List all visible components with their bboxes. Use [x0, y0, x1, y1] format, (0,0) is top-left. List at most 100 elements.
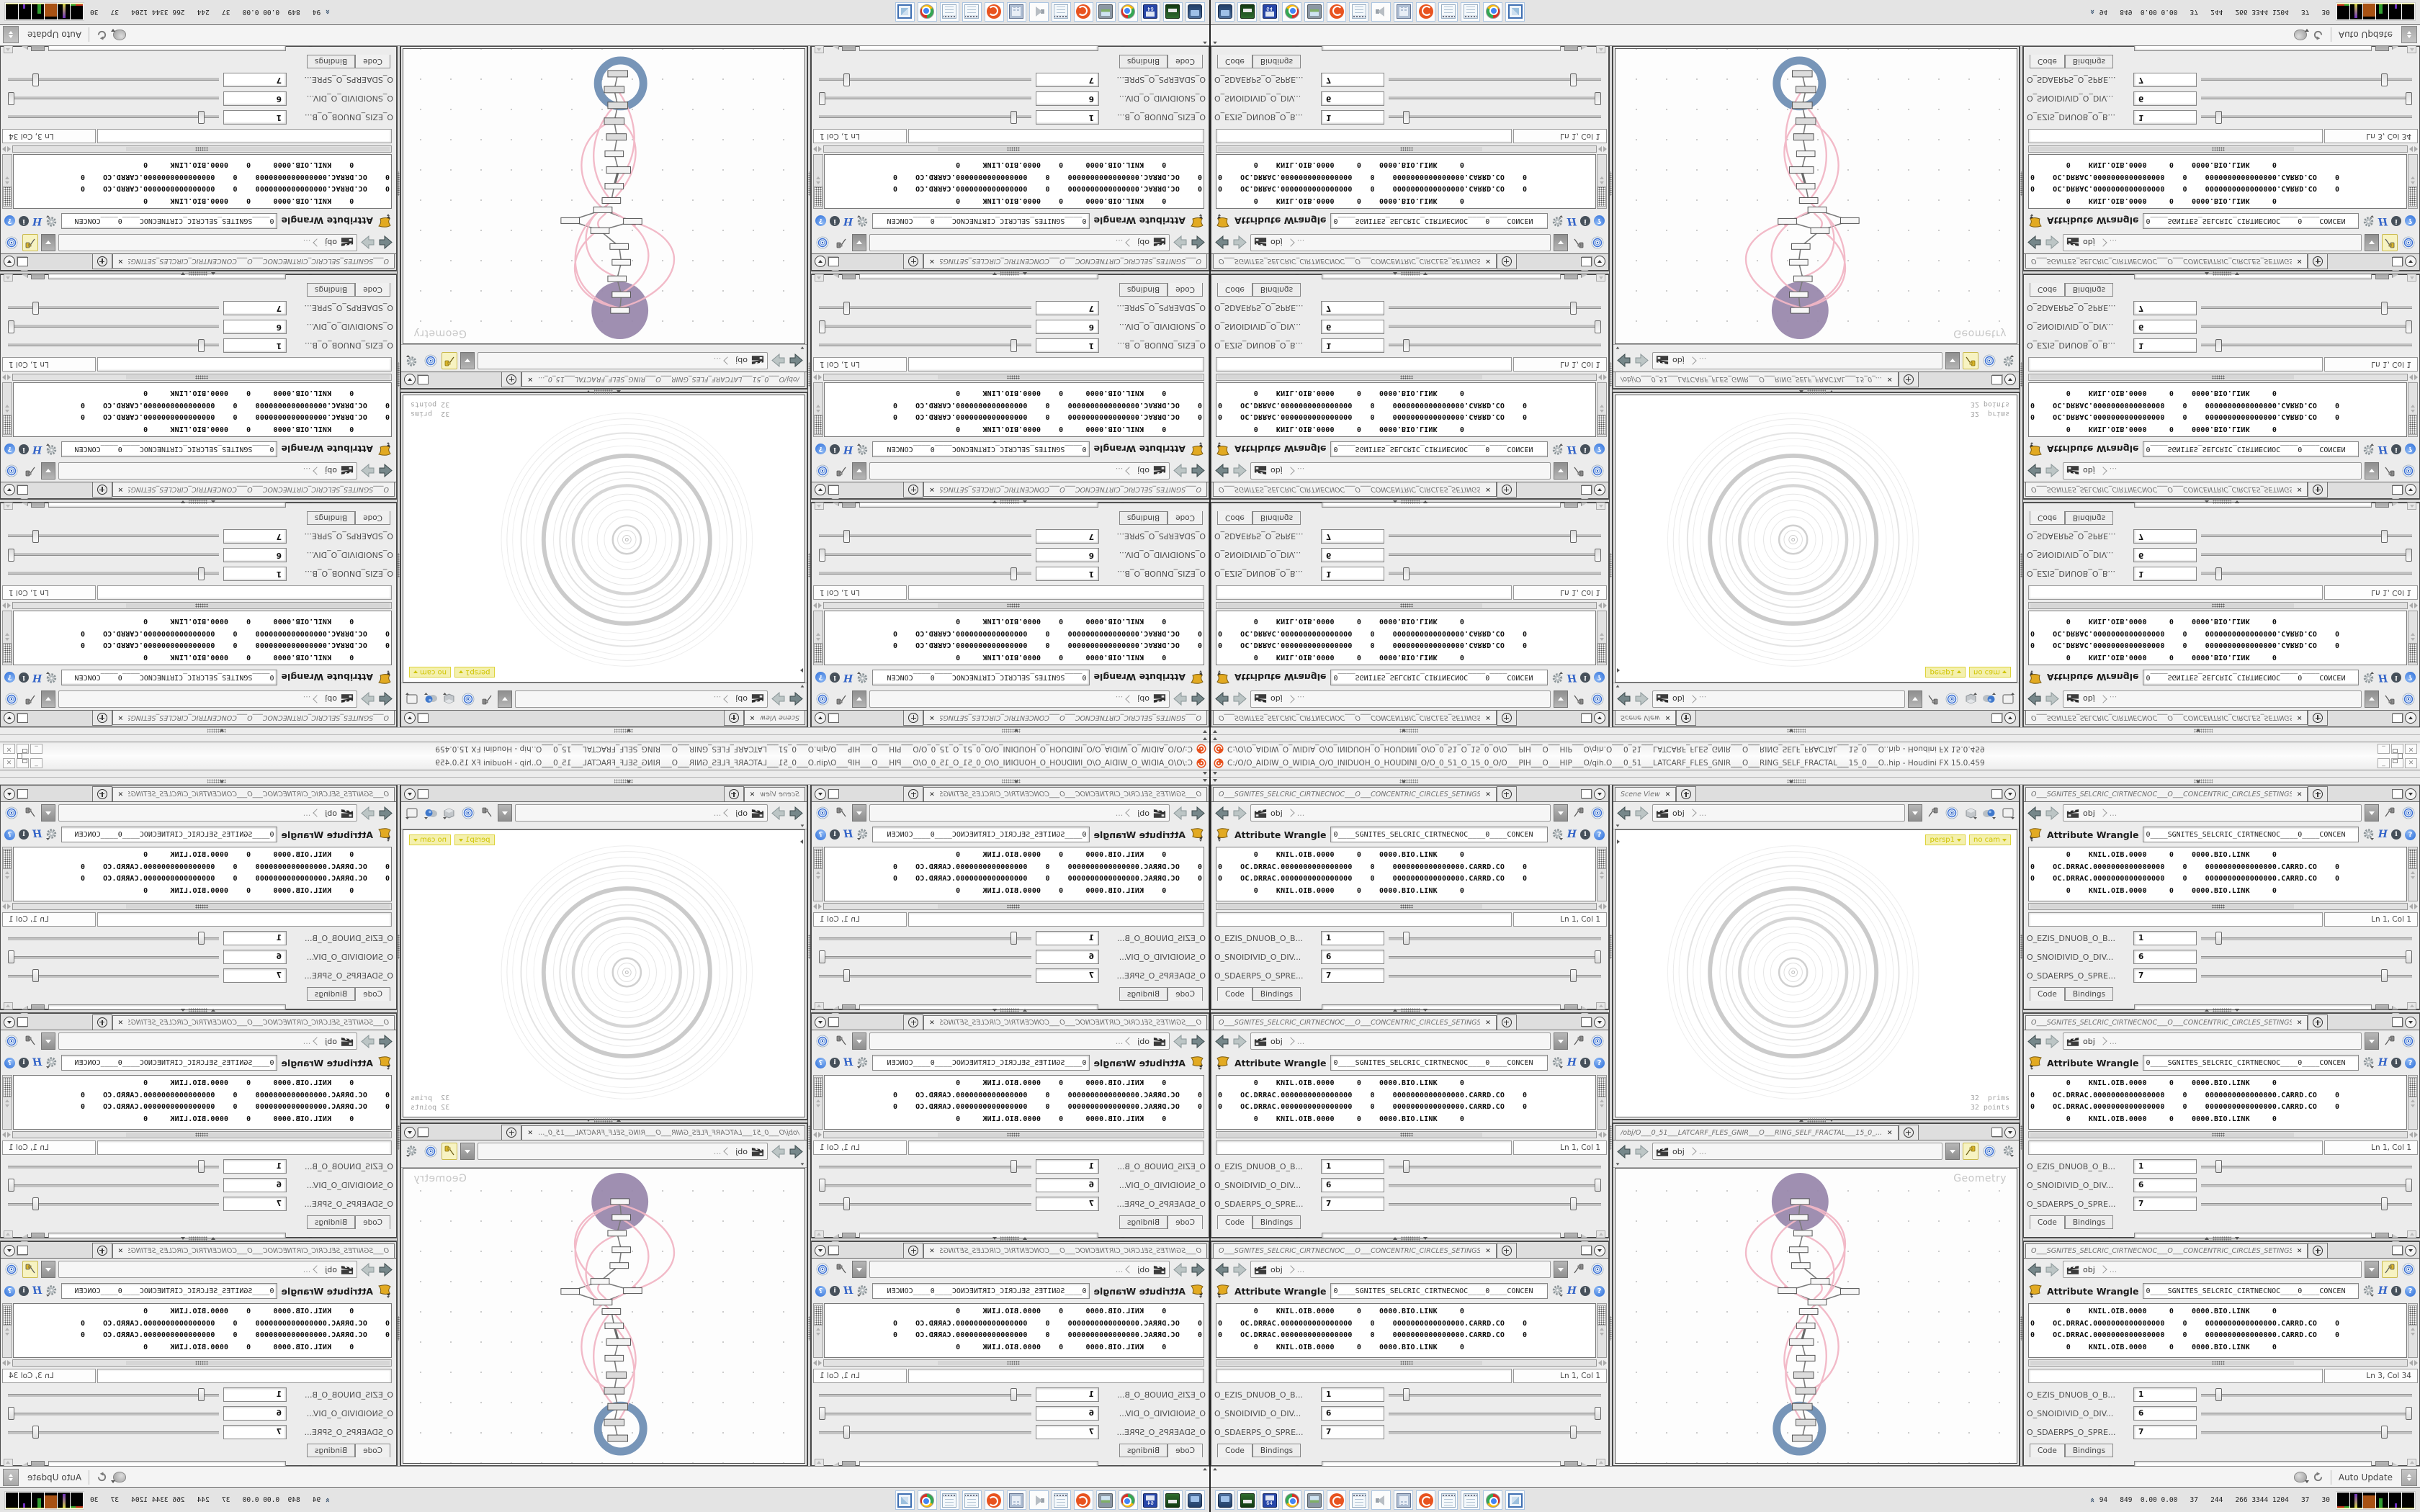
scene-view-tab[interactable]: Scene View ✕	[743, 787, 805, 801]
parameter-value-field[interactable]: 7	[223, 1425, 287, 1439]
code-horizontal-scrollbar[interactable]	[2024, 901, 2419, 910]
info-icon[interactable]: i	[830, 672, 840, 683]
parameter-value-field[interactable]: 1	[1321, 1387, 1384, 1402]
info-icon[interactable]: i	[2391, 829, 2401, 840]
breadcrumb[interactable]: obj ...	[869, 1261, 1170, 1278]
tab-close-icon[interactable]: ✕	[929, 257, 935, 265]
tab-bindings[interactable]: Bindings	[1252, 55, 1301, 68]
forward-button[interactable]	[2045, 1034, 2060, 1048]
tab-code[interactable]: Code	[1217, 511, 1252, 525]
parameter-slider[interactable]	[8, 1406, 219, 1421]
vex-code-editor[interactable]: 0 KNIL.OIB.0000 0 0000.BIO.LINK 0 0 OC.D…	[1211, 154, 1608, 210]
code-text[interactable]: 0 KNIL.OIB.0000 0 0000.BIO.LINK 0 0 OC.D…	[13, 154, 392, 209]
new-tab-button[interactable]	[1898, 372, 1919, 387]
pane-menu-button[interactable]	[404, 788, 416, 800]
parameter-slider[interactable]	[1389, 73, 1601, 87]
scroll-left-icon[interactable]	[7, 374, 11, 381]
parameter-value-field[interactable]: 7	[1321, 1425, 1384, 1439]
parameter-value-field[interactable]: 1	[223, 338, 287, 353]
parameter-slider[interactable]	[8, 338, 219, 353]
radial-menu-button[interactable]	[4, 690, 19, 708]
tab-close-icon[interactable]: ✕	[117, 714, 124, 721]
parameter-value-field[interactable]: 7	[223, 529, 287, 544]
viewport-layout-button[interactable]	[2000, 690, 2016, 708]
pin-button[interactable]	[833, 234, 849, 251]
camera2-menu[interactable]: no cam	[409, 834, 452, 845]
parameter-slider[interactable]	[2201, 320, 2412, 334]
slider-handle[interactable]	[843, 969, 851, 982]
node-name-field[interactable]: 0____SGNITES_SELCRIC_CIRTNECNOC____0____…	[2142, 827, 2359, 842]
pane-menu-button[interactable]	[2405, 1245, 2416, 1256]
code-vertical-scrollbar[interactable]	[2, 154, 12, 209]
slider-handle[interactable]	[2406, 549, 2412, 562]
pane-menu-button[interactable]	[2405, 788, 2416, 800]
parameter-slider[interactable]	[2201, 931, 2412, 945]
new-tab-button[interactable]	[91, 1243, 112, 1258]
help-icon[interactable]: ?	[815, 444, 826, 455]
tab-close-icon[interactable]: ✕	[1485, 791, 1491, 798]
pane-splitter[interactable]	[1613, 1118, 2020, 1123]
gear-icon[interactable]	[1551, 671, 1564, 684]
pane-splitter[interactable]	[811, 1236, 1209, 1241]
tab-close-icon[interactable]: ✕	[1485, 1247, 1491, 1255]
viewport-stowbar[interactable]	[401, 683, 807, 688]
slider-handle[interactable]	[819, 1407, 825, 1420]
taskbar-icon-houdini[interactable]	[1074, 2, 1093, 22]
taskbar-icon-houdini[interactable]	[1327, 2, 1346, 22]
taskbar-icon-chrome[interactable]	[1119, 1490, 1138, 1510]
network-stowbar[interactable]	[401, 344, 807, 350]
tab-close-icon[interactable]: ✕	[749, 791, 756, 798]
code-horizontal-scrollbar[interactable]	[1211, 145, 1608, 154]
help-icon[interactable]: ?	[815, 1057, 826, 1068]
tab-close-icon[interactable]: ✕	[929, 485, 935, 493]
tab-code[interactable]: Code	[1217, 283, 1252, 297]
parameter-slider[interactable]	[819, 110, 1031, 125]
parameter-value-field[interactable]: 1	[2133, 1159, 2197, 1174]
tab-close-icon[interactable]: ✕	[749, 714, 756, 721]
scroll-right-icon[interactable]	[1603, 603, 1607, 609]
code-vertical-scrollbar[interactable]	[813, 1075, 823, 1130]
tab-code[interactable]: Code	[2030, 283, 2065, 297]
back-button[interactable]	[1191, 1262, 1206, 1277]
breadcrumb-root[interactable]: obj	[325, 1264, 337, 1274]
slider-handle[interactable]	[8, 950, 14, 963]
slider-handle[interactable]	[8, 549, 14, 562]
minimize-button[interactable]: _	[2378, 744, 2390, 755]
tab-bindings[interactable]: Bindings	[1252, 1444, 1301, 1457]
parameter-slider[interactable]	[8, 301, 219, 315]
help-icon[interactable]: ?	[815, 1285, 826, 1297]
breadcrumb-root[interactable]: obj	[2083, 694, 2095, 704]
parameter-value-field[interactable]: 1	[223, 1159, 287, 1174]
parameter-value-field[interactable]: 7	[1321, 73, 1384, 87]
network-options-button[interactable]	[2000, 1143, 2016, 1160]
scroll-right-icon[interactable]	[813, 374, 817, 381]
pane-maximize-button[interactable]	[17, 485, 28, 495]
parameter-value-field[interactable]: 1	[1321, 110, 1384, 125]
code-text[interactable]: 0 KNIL.OIB.0000 0 0000.BIO.LINK 0 0 OC.D…	[824, 611, 1204, 665]
parameter-slider[interactable]	[2201, 110, 2412, 125]
tab-code[interactable]: Code	[355, 987, 390, 1001]
code-text[interactable]: 0 KNIL.OIB.0000 0 0000.BIO.LINK 0 0 OC.D…	[2028, 611, 2407, 665]
code-horizontal-scrollbar[interactable]	[1, 901, 396, 910]
parameter-slider[interactable]	[8, 320, 219, 334]
code-text[interactable]: 0 KNIL.OIB.0000 0 0000.BIO.LINK 0 0 OC.D…	[1216, 1303, 1596, 1358]
pane-maximize-button[interactable]	[17, 714, 28, 723]
tab-bindings[interactable]: Bindings	[2064, 283, 2114, 297]
code-vertical-scrollbar[interactable]	[2408, 611, 2418, 665]
back-button[interactable]	[1214, 235, 1229, 250]
slider-handle[interactable]	[2215, 1388, 2222, 1401]
node-name-field[interactable]: 0____SGNITES_SELCRIC_CIRTNECNOC____0____…	[2142, 670, 2359, 685]
pane-menu-button[interactable]	[4, 788, 15, 800]
forward-button[interactable]	[2045, 235, 2060, 250]
gear-icon[interactable]	[1551, 443, 1564, 456]
taskbar-icon-screen-capture[interactable]	[1096, 2, 1116, 22]
houdini-help-icon[interactable]: H	[843, 672, 853, 683]
node-name-field[interactable]: 0____SGNITES_SELCRIC_CIRTNECNOC____0____…	[872, 670, 1090, 685]
new-tab-button[interactable]	[903, 786, 924, 801]
parameter-value-field[interactable]: 7	[1036, 1425, 1099, 1439]
gear-icon[interactable]	[1551, 215, 1564, 228]
code-horizontal-scrollbar[interactable]	[812, 602, 1209, 611]
network-stowbar[interactable]	[401, 1162, 807, 1168]
auto-update-spinner[interactable]	[3, 26, 19, 44]
radial-menu-button[interactable]	[460, 690, 476, 708]
